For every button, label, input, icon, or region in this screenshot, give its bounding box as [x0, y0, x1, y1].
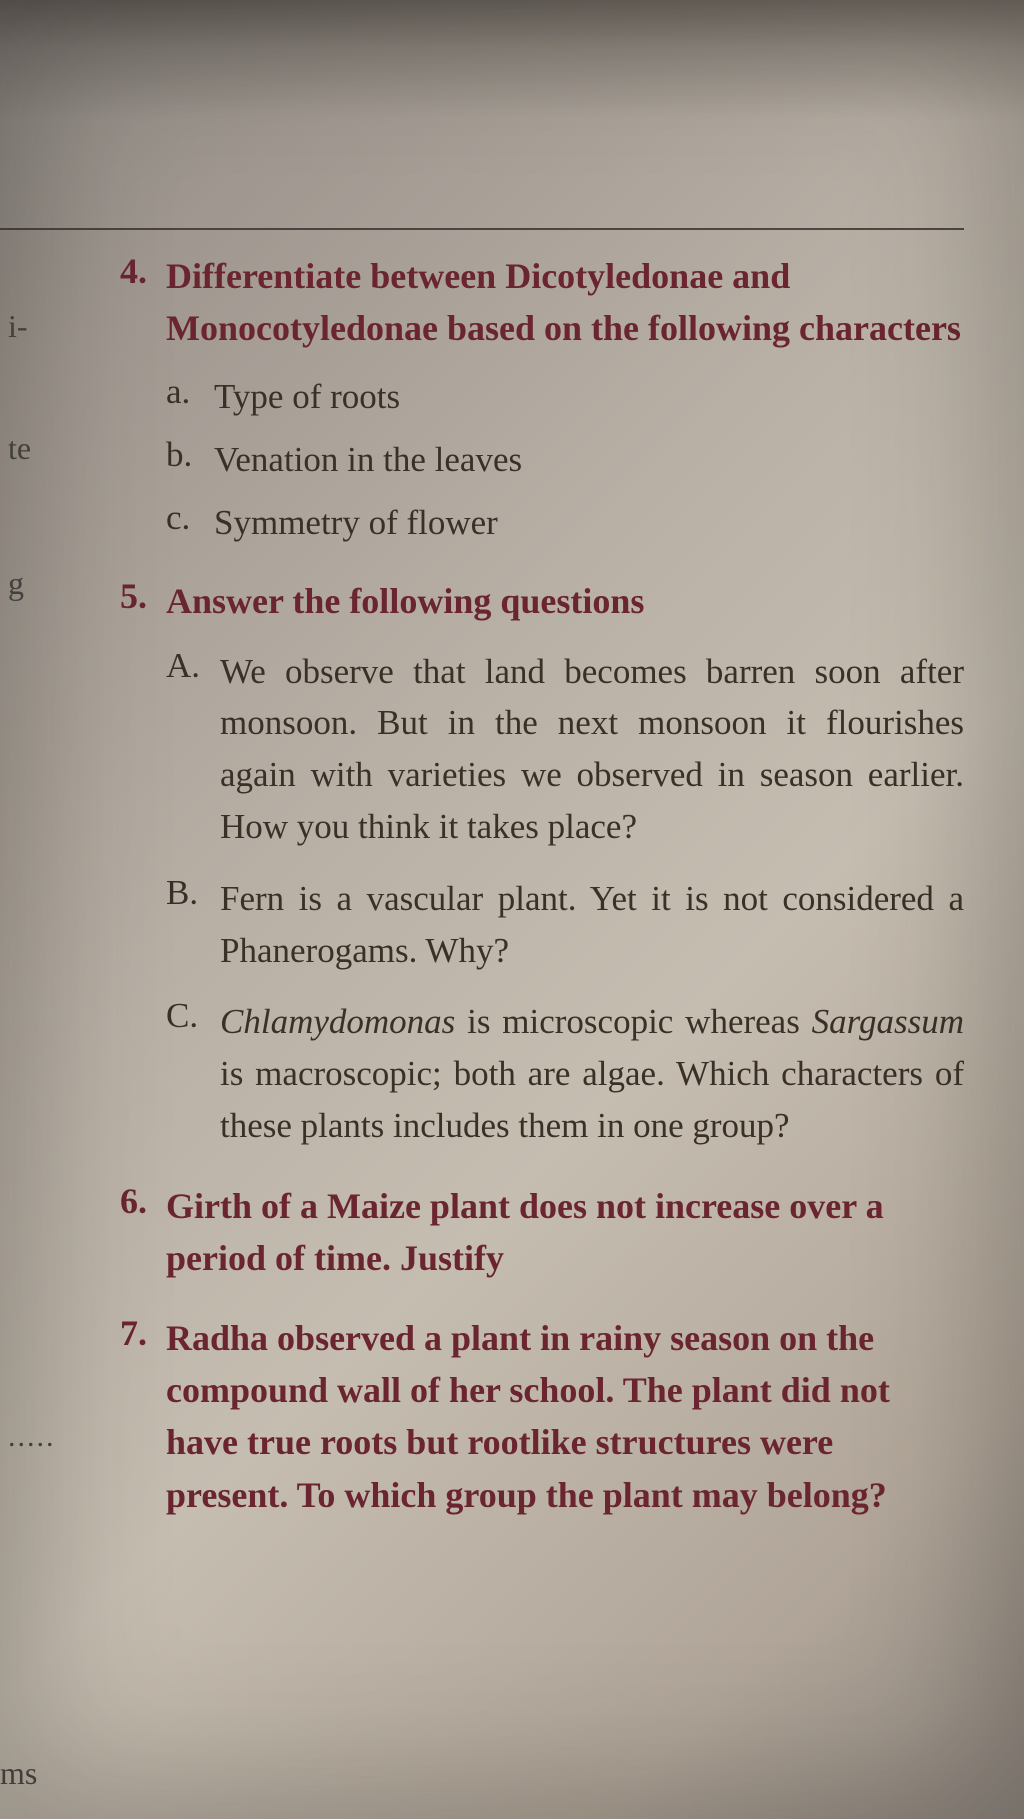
question-5-title: Answer the following questions	[166, 575, 644, 627]
answer-c-text: Chlamydomonas is microscopic whereas Sar…	[220, 996, 964, 1151]
answer-c-part-3: is macroscopic; both are algae. Which ch…	[220, 1054, 964, 1145]
answer-b-text: Fern is a vascular plant. Yet it is not …	[220, 873, 964, 977]
answer-a-text: We observe that land becomes barren soon…	[220, 646, 964, 853]
answer-b-letter: B.	[166, 873, 220, 913]
answer-c-part-2: Sargassum	[812, 1002, 964, 1041]
question-4: 4. Differentiate between Dicotyledonae a…	[120, 250, 964, 547]
answer-a-letter: A.	[166, 646, 220, 686]
question-7-title: Radha observed a plant in rainy season o…	[166, 1312, 964, 1521]
answer-c-part-1: is microscopic whereas	[455, 1002, 811, 1041]
subitem-c-text: Symmetry of flower	[214, 498, 498, 547]
content-column: 4. Differentiate between Dicotyledonae a…	[120, 250, 964, 1521]
subitem-c: c. Symmetry of flower	[166, 498, 964, 547]
question-5-number: 5.	[120, 575, 166, 617]
question-7: 7. Radha observed a plant in rainy seaso…	[120, 1312, 964, 1521]
question-5: 5. Answer the following questions A. We …	[120, 575, 964, 1151]
question-7-header: 7. Radha observed a plant in rainy seaso…	[120, 1312, 964, 1521]
question-6-header: 6. Girth of a Maize plant does not incre…	[120, 1180, 964, 1284]
subitem-b-text: Venation in the leaves	[214, 435, 522, 484]
answer-c: C. Chlamydomonas is microscopic whereas …	[166, 996, 964, 1151]
question-6: 6. Girth of a Maize plant does not incre…	[120, 1180, 964, 1284]
answer-a: A. We observe that land becomes barren s…	[166, 646, 964, 853]
question-7-number: 7.	[120, 1312, 166, 1354]
subitem-a: a. Type of roots	[166, 372, 964, 421]
subitem-a-text: Type of roots	[214, 372, 400, 421]
answer-b: B. Fern is a vascular plant. Yet it is n…	[166, 873, 964, 977]
subitem-c-letter: c.	[166, 498, 214, 538]
question-5-header: 5. Answer the following questions	[120, 575, 964, 627]
subitem-a-letter: a.	[166, 372, 214, 412]
page-content: 4. Differentiate between Dicotyledonae a…	[0, 0, 1024, 1819]
question-6-title: Girth of a Maize plant does not increase…	[166, 1180, 964, 1284]
subitem-b: b. Venation in the leaves	[166, 435, 964, 484]
question-6-number: 6.	[120, 1180, 166, 1222]
question-4-subitems: a. Type of roots b. Venation in the leav…	[166, 372, 964, 547]
subitem-b-letter: b.	[166, 435, 214, 475]
question-4-header: 4. Differentiate between Dicotyledonae a…	[120, 250, 964, 354]
question-5-answers: A. We observe that land becomes barren s…	[166, 646, 964, 1152]
answer-c-part-0: Chlamydomonas	[220, 1002, 455, 1041]
question-4-title: Differentiate between Dicotyledonae and …	[166, 250, 964, 354]
answer-c-letter: C.	[166, 996, 220, 1036]
question-4-number: 4.	[120, 250, 166, 292]
